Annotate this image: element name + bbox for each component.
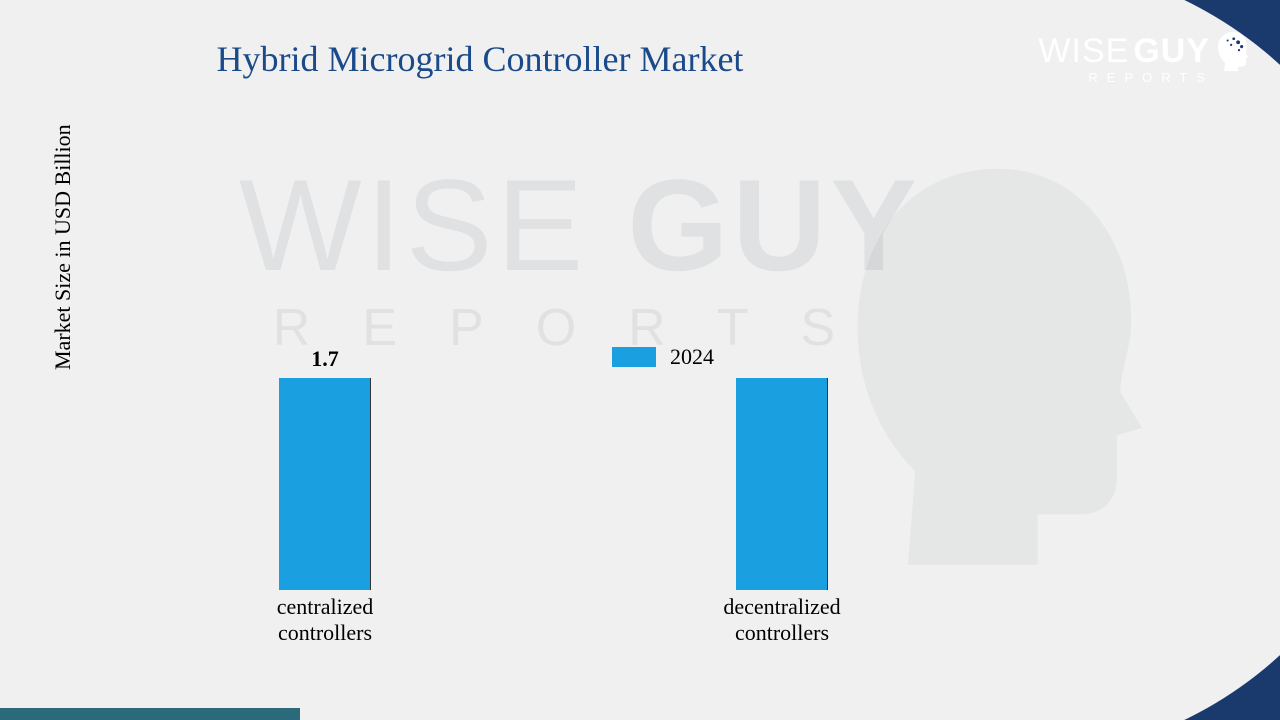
logo-reports: REPORTS bbox=[1038, 70, 1250, 85]
plot-area: 1.7 bbox=[100, 110, 920, 590]
bottom-stripe bbox=[0, 708, 300, 720]
legend: 2024 bbox=[612, 344, 714, 370]
bar-1 bbox=[736, 378, 828, 590]
chart-title: Hybrid Microgrid Controller Market bbox=[0, 38, 960, 80]
logo-guy: GUY bbox=[1133, 32, 1210, 71]
category-label-1: decentralizedcontrollers bbox=[682, 594, 882, 647]
bar-0 bbox=[279, 378, 371, 590]
brand-logo: WISE GUY REPORTS bbox=[1038, 30, 1250, 85]
logo-wise: WISE bbox=[1038, 32, 1129, 71]
logo-head-icon bbox=[1214, 30, 1250, 72]
bar-chart: 1.7 centralizedcontrollers decentralizedc… bbox=[100, 110, 920, 670]
legend-label: 2024 bbox=[670, 344, 714, 370]
bar-value-0: 1.7 bbox=[265, 346, 385, 372]
chart-canvas: WISE GUY REPORTS WISE GUY REPORTS bbox=[0, 0, 1280, 720]
y-axis-label: Market Size in USD Billion bbox=[50, 124, 76, 370]
category-label-0: centralizedcontrollers bbox=[225, 594, 425, 647]
legend-swatch bbox=[612, 347, 656, 367]
